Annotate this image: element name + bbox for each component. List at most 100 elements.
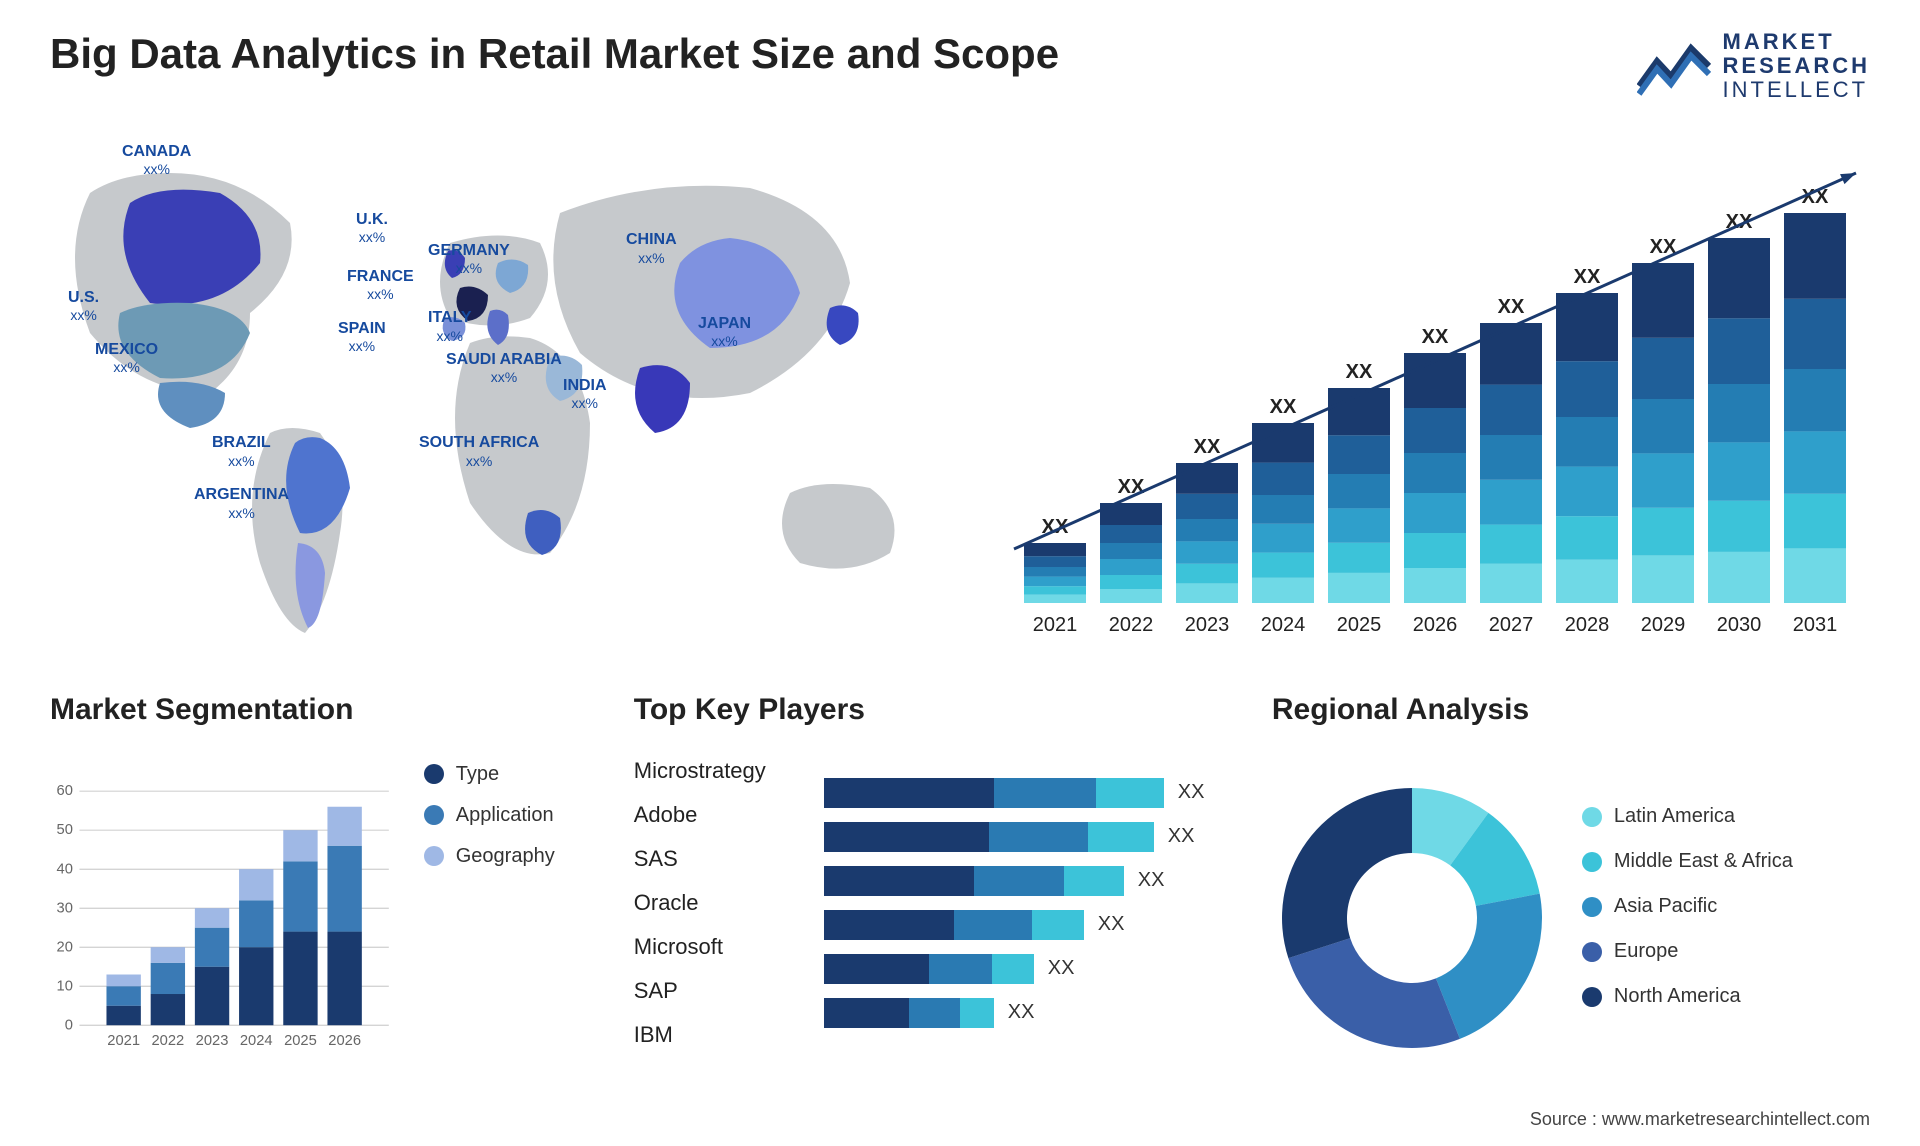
player-bar-segment — [824, 822, 989, 852]
player-bar — [824, 778, 1164, 808]
player-bar-segment — [824, 778, 994, 808]
legend-label: North America — [1614, 985, 1741, 1008]
logo-mark-icon — [1637, 36, 1711, 96]
player-bar-segment — [1088, 822, 1154, 852]
segmentation-plot: 0102030405060202120222023202420252026 — [50, 743, 394, 1093]
page-title: Big Data Analytics in Retail Market Size… — [50, 30, 1059, 78]
bottom-row: Market Segmentation 01020304050602021202… — [50, 693, 1870, 1093]
legend-item: Middle East & Africa — [1582, 850, 1870, 873]
map-label: SOUTH AFRICAxx% — [419, 434, 539, 468]
regional-panel: Regional Analysis Latin AmericaMiddle Ea… — [1272, 693, 1870, 1093]
legend-swatch — [1582, 807, 1602, 827]
legend-swatch — [1582, 897, 1602, 917]
svg-text:XX: XX — [1346, 361, 1373, 383]
player-bar-segment — [1064, 866, 1124, 896]
player-bar — [824, 822, 1154, 852]
svg-text:2022: 2022 — [151, 1032, 184, 1048]
legend-swatch — [1582, 942, 1602, 962]
svg-text:XX: XX — [1422, 326, 1449, 348]
regional-body: Latin America Middle East & Africa Asia Pa… — [1272, 743, 1870, 1093]
map-label: CANADAxx% — [122, 143, 191, 177]
logo-text: MARKET RESEARCH INTELLECT — [1723, 30, 1870, 103]
svg-text:50: 50 — [57, 822, 73, 838]
player-bar-row: XX — [824, 903, 1232, 947]
legend-label: Middle East & Africa — [1614, 850, 1793, 873]
player-name: Microstrategy — [634, 749, 804, 793]
svg-text:2024: 2024 — [1261, 614, 1306, 636]
svg-text:0: 0 — [65, 1017, 73, 1033]
player-bar-value: XX — [1048, 957, 1075, 980]
players-body: MicrostrategyAdobeSASOracleMicrosoftSAPI… — [634, 743, 1232, 1093]
donut-chart-svg — [1272, 778, 1552, 1058]
map-label: U.S.xx% — [68, 289, 99, 323]
legend-swatch — [1582, 987, 1602, 1007]
player-bar-row: XX — [824, 771, 1232, 815]
players-panel: Top Key Players MicrostrategyAdobeSASOra… — [634, 693, 1232, 1093]
svg-text:2022: 2022 — [1109, 614, 1154, 636]
svg-text:30: 30 — [57, 900, 73, 916]
legend-label: Application — [456, 804, 554, 827]
player-bar — [824, 910, 1084, 940]
player-name: IBM — [634, 1013, 804, 1057]
map-labels-layer: CANADAxx%U.S.xx%MEXICOxx%BRAZILxx%ARGENT… — [50, 133, 950, 653]
svg-text:2025: 2025 — [284, 1032, 317, 1048]
legend-label: Asia Pacific — [1614, 895, 1717, 918]
players-labels: MicrostrategyAdobeSASOracleMicrosoftSAPI… — [634, 743, 804, 1093]
legend-item: Geography — [424, 845, 594, 868]
svg-text:20: 20 — [57, 939, 73, 955]
players-title: Top Key Players — [634, 693, 1232, 727]
svg-text:60: 60 — [57, 783, 73, 799]
player-bar-value: XX — [1098, 913, 1125, 936]
donut-wrap — [1272, 778, 1552, 1058]
logo-line1: MARKET — [1723, 30, 1870, 54]
regional-legend: Latin America Middle East & Africa Asia Pa… — [1582, 805, 1870, 1030]
top-row: CANADAxx%U.S.xx%MEXICOxx%BRAZILxx%ARGENT… — [50, 133, 1870, 653]
player-bar-segment — [1096, 778, 1164, 808]
players-bars: XXXXXXXXXXXX — [824, 743, 1232, 1093]
svg-text:2025: 2025 — [1337, 614, 1382, 636]
world-map-panel: CANADAxx%U.S.xx%MEXICOxx%BRAZILxx%ARGENT… — [50, 133, 950, 653]
footer-source: Source : www.marketresearchintellect.com — [1530, 1109, 1870, 1130]
player-bar-row: XX — [824, 815, 1232, 859]
segmentation-svg: 0102030405060202120222023202420252026 — [50, 743, 394, 1093]
player-bar-row: XX — [824, 947, 1232, 991]
segmentation-chart-body: 0102030405060202120222023202420252026 Ty… — [50, 743, 594, 1093]
map-label: JAPANxx% — [698, 315, 751, 349]
legend-item: Latin America — [1582, 805, 1870, 828]
legend-item: Application — [424, 804, 594, 827]
svg-text:2026: 2026 — [328, 1032, 361, 1048]
svg-text:XX: XX — [1270, 396, 1297, 418]
svg-text:2023: 2023 — [1185, 614, 1230, 636]
svg-text:2031: 2031 — [1793, 614, 1838, 636]
player-bar-segment — [1032, 910, 1084, 940]
map-label: SPAINxx% — [338, 320, 386, 354]
header: Big Data Analytics in Retail Market Size… — [50, 30, 1870, 103]
player-bar-segment — [994, 778, 1096, 808]
map-label: SAUDI ARABIAxx% — [446, 351, 562, 385]
svg-text:2021: 2021 — [107, 1032, 140, 1048]
player-bar-value: XX — [1168, 825, 1195, 848]
svg-text:XX: XX — [1498, 296, 1525, 318]
map-label: GERMANYxx% — [428, 242, 510, 276]
map-label: BRAZILxx% — [212, 434, 271, 468]
player-name: Microsoft — [634, 925, 804, 969]
map-label: CHINAxx% — [626, 231, 677, 265]
segmentation-panel: Market Segmentation 01020304050602021202… — [50, 693, 594, 1093]
player-bar-value: XX — [1178, 781, 1205, 804]
map-label: MEXICOxx% — [95, 341, 158, 375]
player-bar — [824, 998, 994, 1028]
brand-logo: MARKET RESEARCH INTELLECT — [1637, 30, 1870, 103]
player-bar-segment — [989, 822, 1088, 852]
segmentation-legend: TypeApplicationGeography — [424, 743, 594, 1093]
legend-item: Europe — [1582, 940, 1870, 963]
player-bar-segment — [824, 866, 974, 896]
player-bar-row: XX — [824, 991, 1232, 1035]
main-forecast-chart: XX2021XX2022XX2023XX2024XX2025XX2026XX20… — [990, 133, 1870, 653]
map-label: INDIAxx% — [563, 377, 607, 411]
legend-swatch — [1582, 852, 1602, 872]
player-name: Oracle — [634, 881, 804, 925]
svg-text:XX: XX — [1194, 436, 1221, 458]
svg-text:2029: 2029 — [1641, 614, 1686, 636]
legend-swatch — [424, 846, 444, 866]
player-bar-segment — [824, 954, 929, 984]
